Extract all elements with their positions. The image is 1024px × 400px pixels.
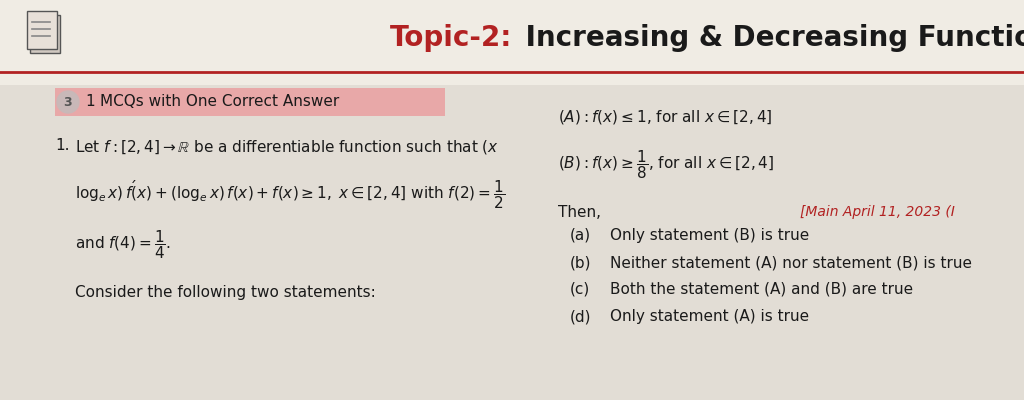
Text: $(B): f(x)\geq\dfrac{1}{8}$, for all $x\in[2,4]$: $(B): f(x)\geq\dfrac{1}{8}$, for all $x\… [558,148,774,181]
FancyBboxPatch shape [30,15,60,53]
Text: (d): (d) [570,309,592,324]
Text: Only statement (B) is true: Only statement (B) is true [610,228,809,243]
Bar [0,85,1024,400]
Circle shape [57,91,79,113]
Text: MCQs with One Correct Answer: MCQs with One Correct Answer [100,94,339,110]
Bar [0,0,1024,85]
Text: and $f(4)=\dfrac{1}{4}.$: and $f(4)=\dfrac{1}{4}.$ [75,228,171,261]
Text: (b): (b) [570,255,592,270]
Text: Both the statement (A) and (B) are true: Both the statement (A) and (B) are true [610,282,913,297]
Text: $\log_e x)\,f\'(x)+(\log_e x)\,f(x)+f(x)\geq 1,\;x\in[2,4]$ with $f(2)=\dfrac{1}: $\log_e x)\,f\'(x)+(\log_e x)\,f(x)+f(x)… [75,178,505,211]
Text: (c): (c) [570,282,590,297]
Text: 3: 3 [63,96,73,108]
FancyBboxPatch shape [27,11,57,49]
Text: Increasing & Decreasing Functions: Increasing & Decreasing Functions [516,24,1024,52]
Text: Only statement (A) is true: Only statement (A) is true [610,309,809,324]
Text: 1.: 1. [55,138,70,153]
Text: Neither statement (A) nor statement (B) is true: Neither statement (A) nor statement (B) … [610,255,972,270]
Text: [Main April 11, 2023 (I: [Main April 11, 2023 (I [800,205,954,219]
Bar [55,88,445,116]
Text: Topic-2:: Topic-2: [389,24,512,52]
Text: Let $f:[2,4]\rightarrow\mathbb{R}$ be a differentiable function such that $(x$: Let $f:[2,4]\rightarrow\mathbb{R}$ be a … [75,138,499,156]
Text: Then,: Then, [558,205,601,220]
Text: $(A): f(x)\leq 1$, for all $x\in[2,4]$: $(A): f(x)\leq 1$, for all $x\in[2,4]$ [558,108,772,126]
Text: Consider the following two statements:: Consider the following two statements: [75,285,376,300]
Text: (a): (a) [570,228,591,243]
Text: 1: 1 [85,94,94,110]
